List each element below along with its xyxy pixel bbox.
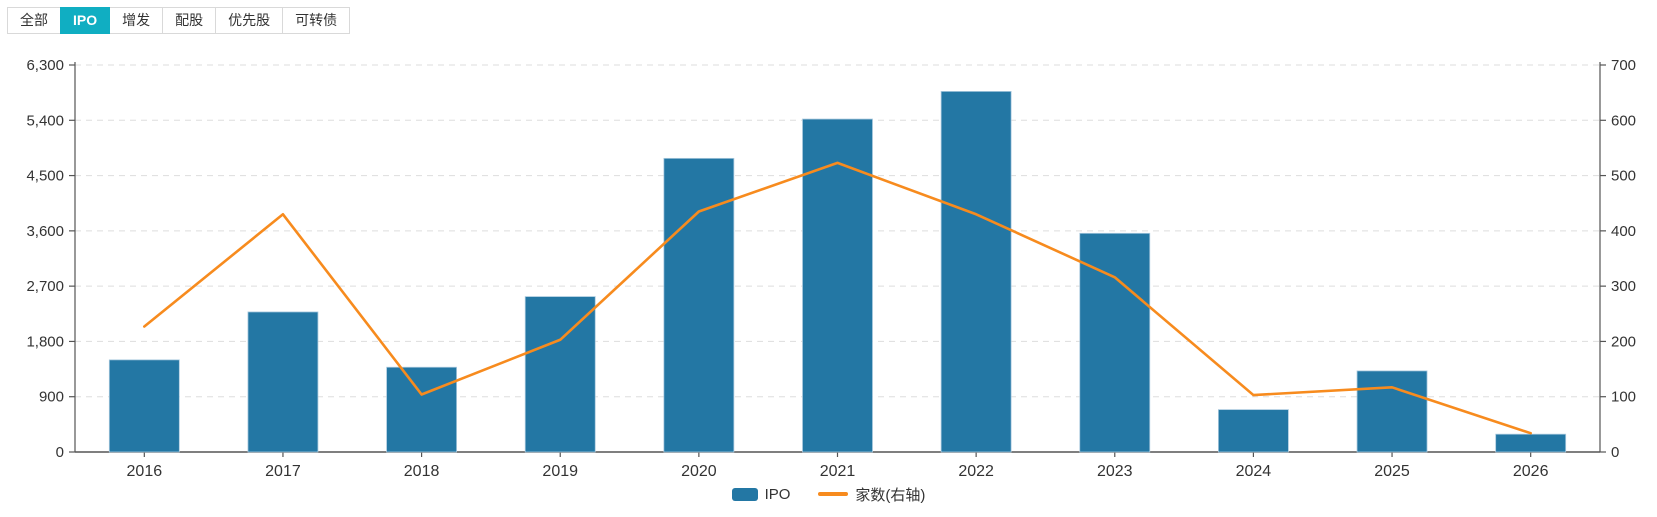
- x-axis-label-2020: 2020: [681, 463, 717, 480]
- chart-legend: IPO 家数(右轴): [0, 482, 1657, 506]
- tab-secondary-offering[interactable]: 增发: [109, 7, 164, 34]
- x-axis-label-2017: 2017: [265, 463, 301, 480]
- left-axis-label: 2,700: [26, 278, 64, 295]
- left-axis-label: 3,600: [26, 223, 64, 240]
- bar-2019[interactable]: [524, 296, 596, 453]
- left-axis-label: 5,400: [26, 112, 64, 129]
- right-axis-label: 700: [1611, 57, 1636, 74]
- legend-label-ipo: IPO: [764, 485, 791, 503]
- right-axis-label: 600: [1611, 112, 1636, 129]
- left-axis-label: 1,800: [26, 333, 64, 350]
- x-axis-label-2018: 2018: [404, 463, 440, 480]
- bar-2018[interactable]: [386, 366, 457, 453]
- line-swatch-icon: [818, 492, 849, 496]
- legend-item-ipo[interactable]: IPO: [731, 485, 791, 503]
- right-axis-label: 500: [1611, 168, 1636, 185]
- x-axis-label-2025: 2025: [1374, 463, 1410, 480]
- bar-2021[interactable]: [802, 118, 873, 453]
- left-axis-label: 4,500: [26, 168, 64, 185]
- x-axis-label-2022: 2022: [958, 463, 994, 480]
- right-axis-label: 200: [1611, 333, 1636, 350]
- line-series-jiashu[interactable]: [143, 161, 1532, 435]
- tab-convertible-bond[interactable]: 可转债: [282, 7, 351, 34]
- bar-2022[interactable]: [940, 91, 1012, 453]
- bar-2020[interactable]: [663, 157, 735, 453]
- legend-item-jiashu[interactable]: 家数(右轴): [818, 484, 925, 505]
- left-axis-label: 0: [56, 444, 64, 461]
- x-axis-label-2024: 2024: [1236, 463, 1272, 480]
- left-axis-label: 6,300: [26, 57, 64, 74]
- security-type-tabbar: 全部 IPO 增发 配股 优先股 可转债: [7, 7, 351, 34]
- right-axis-label: 400: [1611, 223, 1636, 240]
- tab-preferred-shares[interactable]: 优先股: [215, 7, 284, 34]
- x-axis-label-2023: 2023: [1097, 463, 1133, 480]
- x-axis-label-2016: 2016: [127, 463, 163, 480]
- tab-rights-issue[interactable]: 配股: [162, 7, 217, 34]
- tab-all[interactable]: 全部: [7, 7, 61, 34]
- bar-2017[interactable]: [247, 311, 319, 453]
- x-axis-label-2021: 2021: [820, 463, 856, 480]
- left-axis-label: 900: [39, 389, 64, 406]
- legend-label-jiashu: 家数(右轴): [855, 486, 926, 504]
- x-axis-label-2019: 2019: [542, 463, 578, 480]
- right-axis-label: 100: [1611, 389, 1636, 406]
- bar-2026[interactable]: [1495, 433, 1567, 453]
- bar-2016[interactable]: [108, 359, 180, 453]
- x-axis-label-2026: 2026: [1513, 463, 1549, 480]
- bar-swatch-icon: [731, 487, 758, 501]
- bar-2024[interactable]: [1218, 409, 1289, 453]
- bar-2025[interactable]: [1356, 370, 1428, 453]
- bar-2023[interactable]: [1079, 232, 1151, 453]
- right-axis-label: 300: [1611, 278, 1636, 295]
- right-axis-label: 0: [1611, 444, 1619, 461]
- tab-ipo[interactable]: IPO: [60, 7, 111, 34]
